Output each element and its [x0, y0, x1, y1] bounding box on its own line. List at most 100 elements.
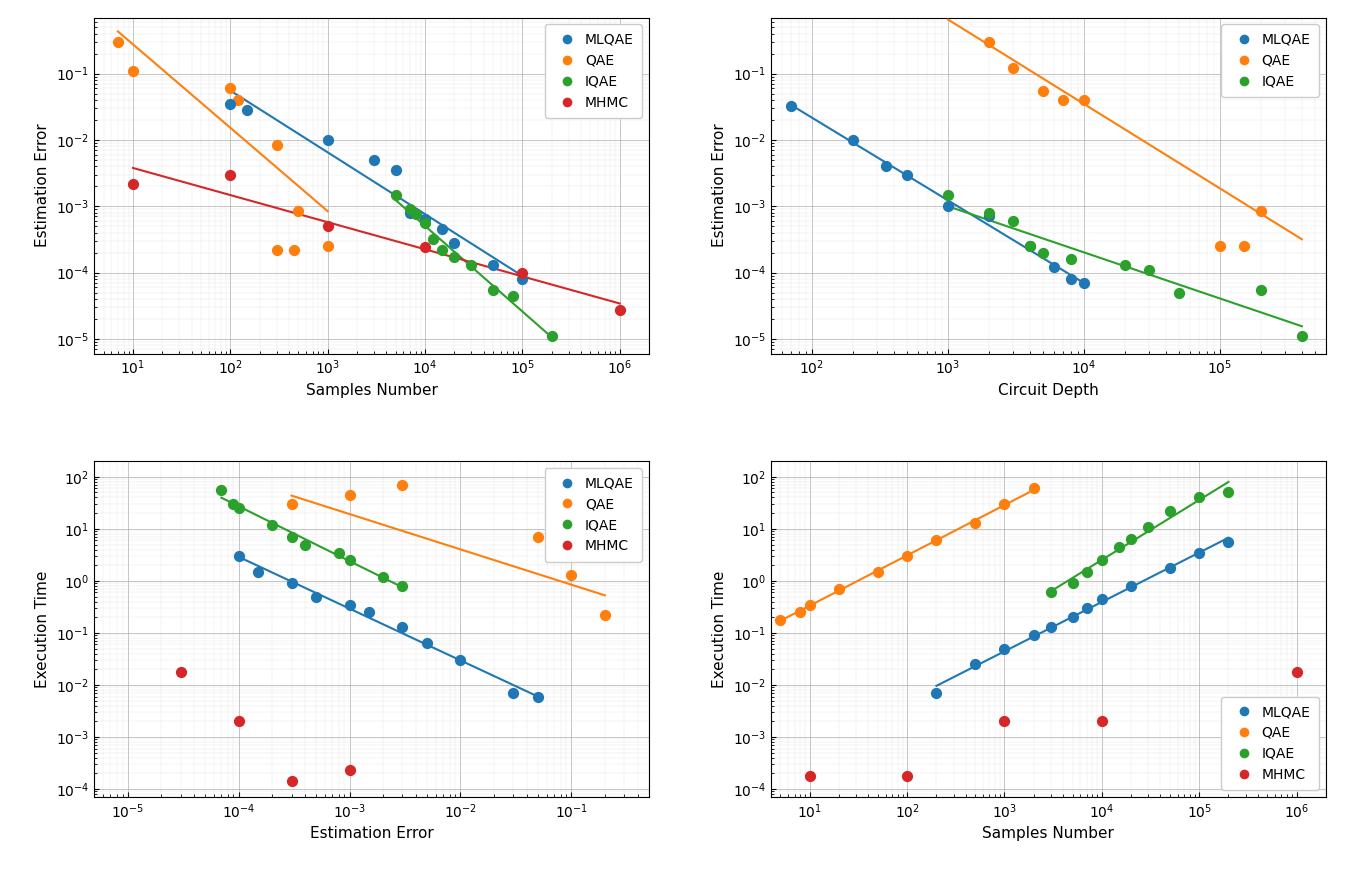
Point [926, 686, 948, 700]
Point [937, 199, 958, 213]
Point [482, 283, 503, 297]
X-axis label: Samples Number: Samples Number [306, 383, 437, 398]
Point [392, 477, 413, 491]
Point [1250, 204, 1272, 218]
Legend: MLQAE, QAE, IQAE: MLQAE, QAE, IQAE [1221, 25, 1319, 97]
Point [979, 206, 1000, 220]
Point [1062, 576, 1084, 590]
Point [979, 209, 1000, 223]
Point [896, 549, 918, 563]
Point [511, 265, 533, 279]
Point [528, 689, 549, 703]
Point [1019, 239, 1040, 253]
Point [1137, 519, 1159, 533]
Point [800, 597, 821, 611]
Point [219, 97, 241, 111]
Point [1189, 546, 1210, 560]
Point [339, 553, 361, 567]
Point [267, 243, 288, 257]
Point [405, 208, 427, 222]
Y-axis label: Execution Time: Execution Time [712, 570, 727, 688]
Point [1218, 485, 1240, 499]
Point [828, 582, 849, 596]
Point [502, 288, 524, 302]
Point [1032, 84, 1054, 98]
Point [896, 769, 918, 783]
Legend: MLQAE, QAE, IQAE, MHMC: MLQAE, QAE, IQAE, MHMC [545, 468, 642, 562]
Point [482, 258, 503, 272]
Point [1075, 601, 1097, 615]
Point [1092, 592, 1113, 606]
Point [790, 605, 812, 619]
Point [431, 223, 452, 237]
Point [1120, 579, 1141, 593]
Point [926, 533, 948, 548]
Point [1108, 540, 1129, 554]
Point [1019, 239, 1040, 253]
Point [227, 714, 249, 728]
Y-axis label: Estimation Error: Estimation Error [712, 124, 727, 247]
Point [1032, 245, 1054, 259]
Point [283, 243, 304, 257]
Point [979, 35, 1000, 49]
Point [993, 641, 1015, 655]
Point [122, 64, 144, 78]
Point [502, 686, 524, 700]
Point [1291, 329, 1312, 343]
Point [964, 657, 985, 671]
Point [415, 240, 436, 254]
Point [219, 167, 241, 181]
Point [392, 620, 413, 634]
Y-axis label: Execution Time: Execution Time [35, 570, 50, 688]
X-axis label: Estimation Error: Estimation Error [310, 826, 433, 841]
Point [316, 133, 338, 147]
Point [1040, 585, 1062, 599]
Point [1209, 239, 1230, 253]
Point [339, 763, 361, 777]
Point [222, 497, 244, 511]
Point [1250, 283, 1272, 297]
Point [993, 714, 1015, 728]
Point [371, 569, 393, 583]
Point [281, 576, 303, 590]
Point [415, 216, 436, 230]
Point [281, 530, 303, 544]
Point [444, 236, 466, 250]
Point [1003, 61, 1024, 75]
Point [170, 665, 191, 679]
Point [1073, 93, 1094, 107]
Point [1073, 276, 1094, 290]
Point [1159, 561, 1180, 575]
Point [385, 187, 406, 201]
Point [122, 176, 144, 190]
Point [400, 202, 421, 216]
Point [415, 212, 436, 226]
Point [1023, 628, 1044, 642]
Point [108, 35, 129, 49]
Point [261, 518, 283, 532]
Point [1040, 620, 1062, 634]
Point [416, 636, 437, 650]
Point [281, 774, 303, 788]
Point [1285, 665, 1307, 679]
Point [1061, 252, 1082, 266]
Point [450, 653, 471, 668]
Point [358, 605, 380, 619]
Point [339, 488, 361, 502]
Point [288, 204, 310, 218]
X-axis label: Circuit Depth: Circuit Depth [997, 383, 1098, 398]
Point [937, 187, 958, 201]
Point [843, 133, 864, 147]
Point [1061, 272, 1082, 286]
X-axis label: Samples Number: Samples Number [983, 826, 1114, 841]
Point [608, 303, 630, 317]
Point [1023, 481, 1044, 495]
Point [306, 590, 327, 604]
Point [1218, 535, 1240, 549]
Point [594, 608, 615, 622]
Point [392, 579, 413, 593]
Point [993, 497, 1015, 511]
Point [316, 239, 338, 253]
Y-axis label: Estimation Error: Estimation Error [35, 124, 50, 247]
Point [385, 163, 406, 177]
